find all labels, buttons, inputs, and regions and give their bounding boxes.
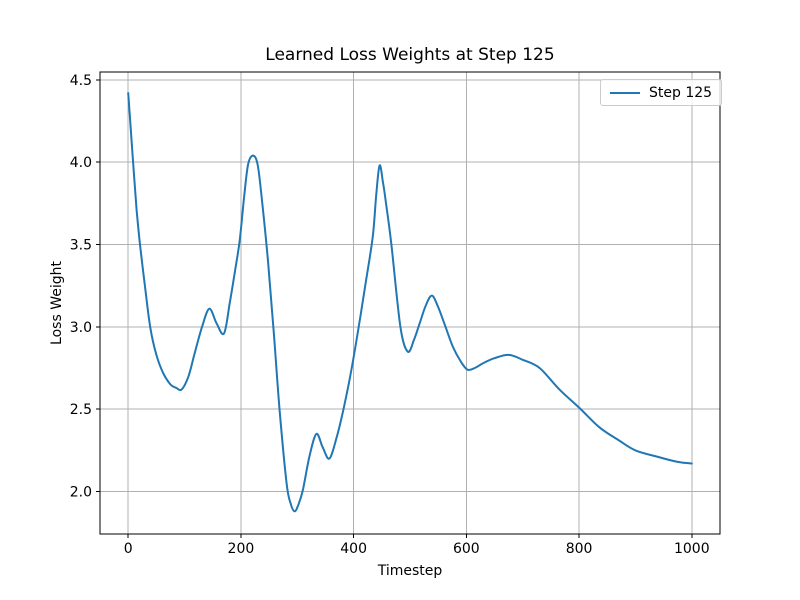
x-tick-label: 200 — [228, 541, 255, 557]
x-axis-label: Timestep — [377, 563, 443, 579]
y-tick-label: 4.0 — [70, 155, 92, 171]
legend-label: Step 125 — [649, 84, 713, 101]
y-tick-label: 3.5 — [70, 238, 92, 254]
y-tick-label: 3.0 — [70, 320, 92, 336]
x-tick-label: 1000 — [674, 541, 710, 557]
y-axis-label: Loss Weight — [49, 261, 65, 345]
y-tick-label: 2.0 — [70, 485, 92, 501]
y-tick-label: 4.5 — [70, 73, 92, 89]
y-tick-label: 2.5 — [70, 402, 92, 418]
x-tick-label: 0 — [124, 541, 133, 557]
series-line-step-125 — [127, 92, 693, 513]
x-tick-label: 400 — [340, 541, 367, 557]
x-tick-label: 600 — [453, 541, 480, 557]
chart-title: Learned Loss Weights at Step 125 — [265, 45, 554, 65]
legend: Step 125 — [600, 79, 723, 106]
legend-line-sample — [610, 91, 640, 94]
axes-frame — [99, 71, 721, 535]
x-tick-label: 800 — [566, 541, 593, 557]
